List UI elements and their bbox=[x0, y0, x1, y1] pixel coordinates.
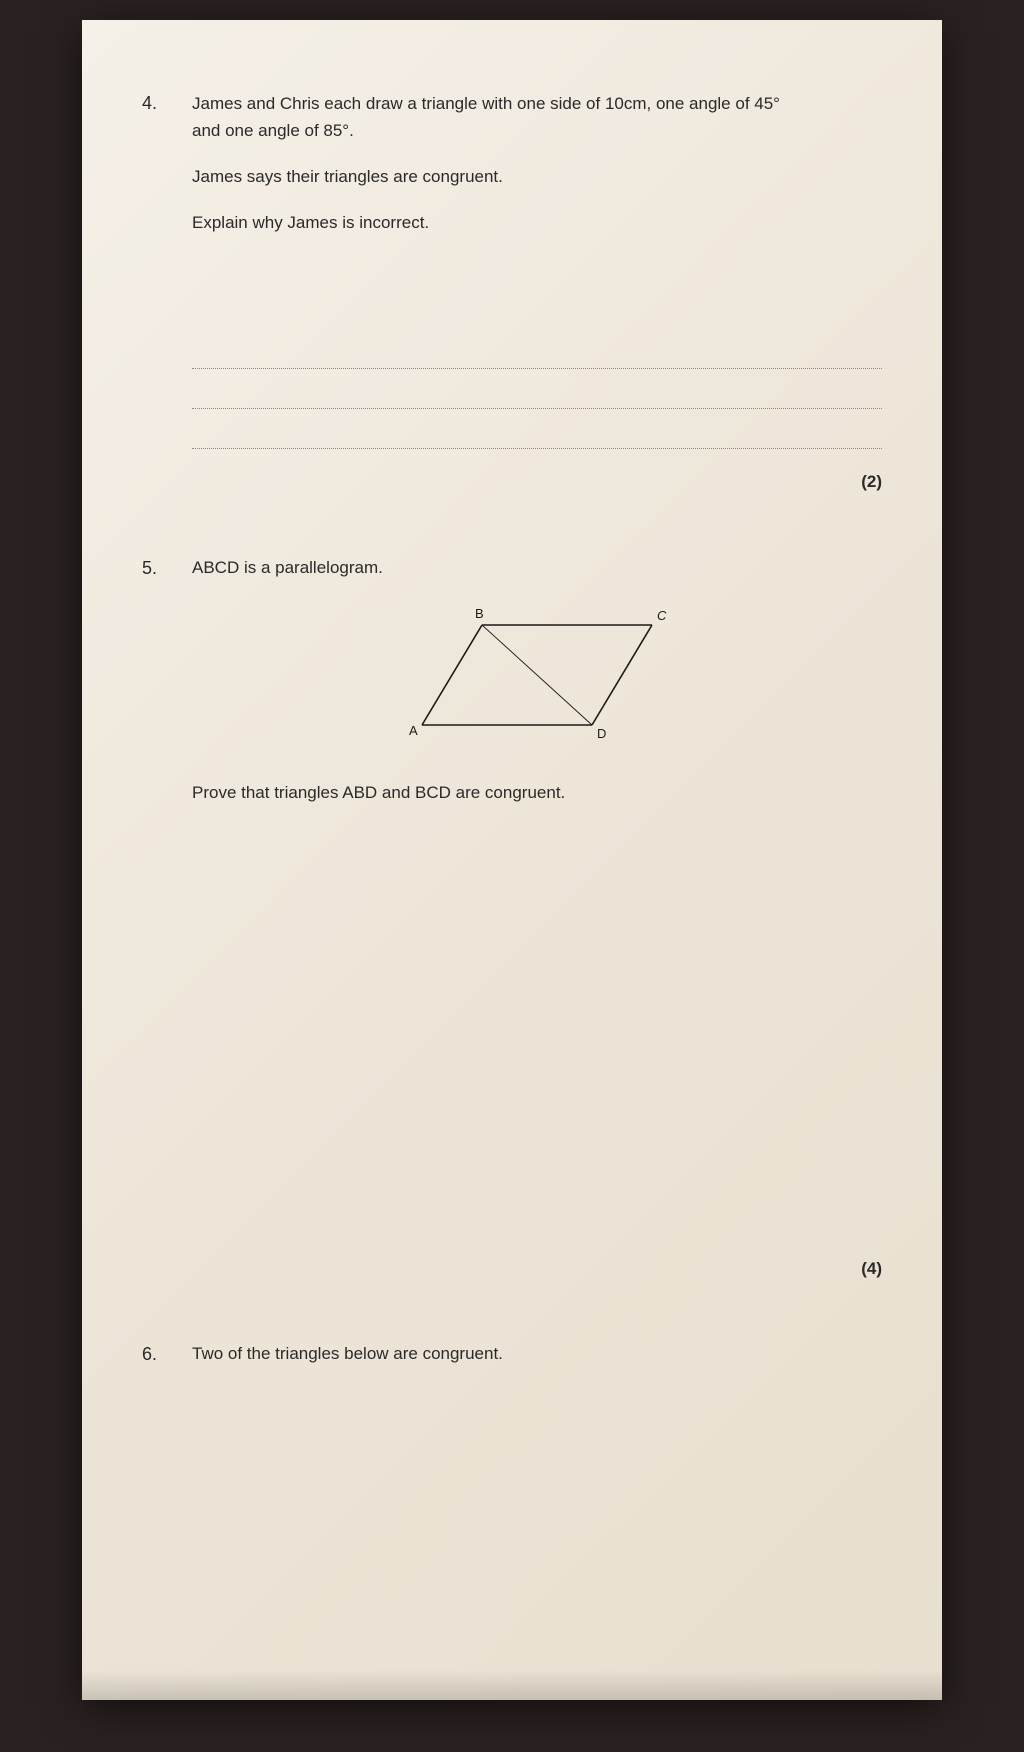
parallelogram-svg: A B C D bbox=[397, 600, 677, 750]
q4-l1: James and Chris each draw a triangle wit… bbox=[192, 94, 780, 113]
question-6: 6. Two of the triangles below are congru… bbox=[142, 1341, 882, 1387]
q4-marks: (2) bbox=[192, 469, 882, 495]
q5-marks: (4) bbox=[192, 1256, 882, 1282]
q4-statement-2: Explain why James is incorrect. bbox=[192, 210, 882, 236]
worksheet-page: 4. James and Chris each draw a triangle … bbox=[82, 20, 942, 1700]
q4-answer-lines bbox=[192, 335, 882, 449]
q5-intro: ABCD is a parallelogram. bbox=[192, 555, 882, 581]
q4-body: James and Chris each draw a triangle wit… bbox=[192, 90, 882, 525]
page-shadow bbox=[82, 1670, 942, 1700]
q5-task: Prove that triangles ABD and BCD are con… bbox=[192, 780, 882, 806]
svg-text:C: C bbox=[657, 608, 667, 623]
q5-number: 5. bbox=[142, 555, 192, 1312]
q4-statement-1: James says their triangles are congruent… bbox=[192, 164, 882, 190]
q4-l2: and one angle of 85°. bbox=[192, 121, 354, 140]
q4-text-line1: James and Chris each draw a triangle wit… bbox=[192, 90, 882, 144]
q6-body: Two of the triangles below are congruent… bbox=[192, 1341, 882, 1387]
svg-text:D: D bbox=[597, 726, 606, 741]
q4-number: 4. bbox=[142, 90, 192, 525]
answer-line bbox=[192, 335, 882, 369]
q5-diagram: A B C D bbox=[192, 600, 882, 750]
q6-number: 6. bbox=[142, 1341, 192, 1387]
answer-line bbox=[192, 375, 882, 409]
q6-text: Two of the triangles below are congruent… bbox=[192, 1341, 882, 1367]
svg-text:A: A bbox=[409, 723, 418, 738]
q5-working-space bbox=[192, 826, 882, 1246]
svg-text:B: B bbox=[475, 606, 484, 621]
question-5: 5. ABCD is a parallelogram. A B C D Prove t… bbox=[142, 555, 882, 1312]
answer-line bbox=[192, 415, 882, 449]
question-4: 4. James and Chris each draw a triangle … bbox=[142, 90, 882, 525]
q5-body: ABCD is a parallelogram. A B C D Prove that… bbox=[192, 555, 882, 1312]
